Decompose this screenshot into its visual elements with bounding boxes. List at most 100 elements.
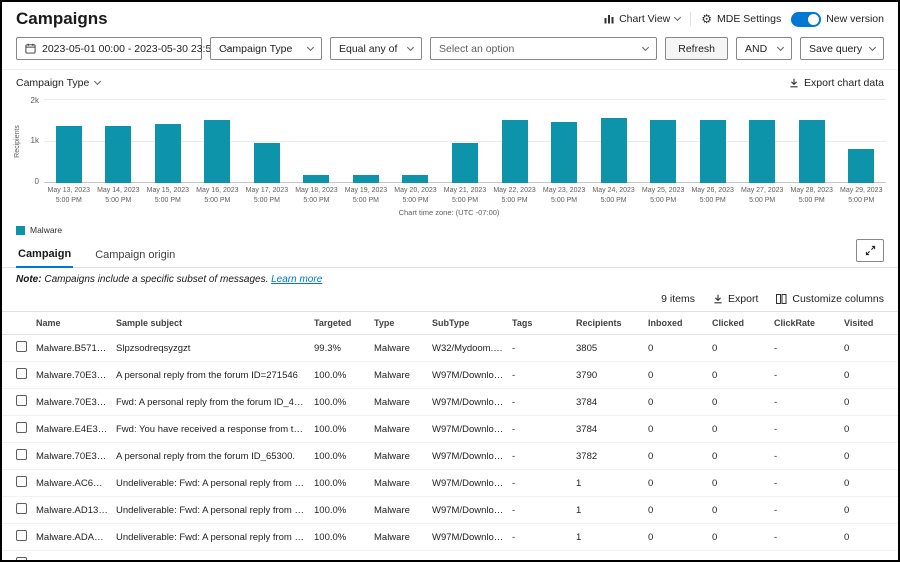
row-checkbox[interactable] [16,530,27,542]
table-row[interactable]: Malware.70E375AF Fwd: A personal reply fr… [2,388,898,417]
cell-targeted: 100.0% [310,415,370,444]
expand-table-button[interactable] [856,239,884,263]
customize-columns-button[interactable]: Customize columns [776,293,884,305]
chart-timezone-note: Chart time zone: (UTC -07:00) [398,208,500,218]
download-icon [789,78,799,88]
cell-name[interactable]: Malware.70E375EF [32,361,112,390]
column-header-recipients[interactable]: Recipients [572,311,644,336]
cell-recipients: 3790 [572,361,644,390]
x-axis-label: May 28, 2023 5:00 PM [790,187,833,205]
bar-May 18, 2023[interactable] [292,99,342,183]
column-header-clicked[interactable]: Clicked [708,311,770,336]
row-checkbox[interactable] [16,368,27,380]
bar-May 26, 2023[interactable] [688,99,738,183]
cell-name[interactable]: Malware.70E375AF [32,388,112,417]
cell-subject: Slpzsodreqsyzgzt [112,334,310,363]
cell-clicked: 0 [708,550,770,560]
bar-May 20, 2023[interactable] [391,99,441,183]
table-row[interactable]: Malware.70E375EF A personal reply from th… [2,361,898,390]
row-checkbox[interactable] [16,557,27,560]
row-checkbox[interactable] [16,422,27,434]
cell-inboxed: 0 [644,550,708,560]
cell-clicked: 0 [708,442,770,471]
table-row[interactable]: Malware.AC6FF917Undeliverable: Fwd: A pe… [2,469,898,498]
row-checkbox[interactable] [16,341,27,353]
row-checkbox[interactable] [16,449,27,461]
cell-name[interactable]: Malware.ADAED514 [32,523,112,552]
bar-May 14, 2023[interactable] [94,99,144,183]
table-row[interactable]: Malware.ADAED514Undeliverable: Fwd: A pe… [2,523,898,552]
filter-value-select[interactable]: Select an option [430,37,658,60]
column-header-visited[interactable]: Visited [840,311,898,336]
cell-visited: 0 [840,496,898,525]
cell-inboxed: 0 [644,469,708,498]
cell-subtype: W97M/Downloader... [428,469,508,498]
bar-May 24, 2023[interactable] [589,99,639,183]
row-checkbox[interactable] [16,503,27,515]
tab-campaign[interactable]: Campaign [16,242,74,269]
and-dropdown[interactable]: AND [736,37,792,60]
bar-May 28, 2023[interactable] [787,99,837,183]
checkbox-cell [2,469,32,498]
date-range-picker[interactable]: 2023-05-01 00:00 - 2023-05-30 23:59 [16,37,232,60]
x-axis-label: May 17, 2023 5:00 PM [245,187,289,205]
table-row[interactable]: Malware.70E375EF A personal reply from th… [2,442,898,471]
cell-tags: - [508,334,572,363]
table-row[interactable]: Malware.E4E375EFFwd: You have received a… [2,415,898,444]
bar-May 27, 2023[interactable] [737,99,787,183]
filter-operator-dropdown[interactable]: Equal any of [330,37,422,60]
gridline [44,99,886,100]
chart-view-dropdown[interactable]: Chart View [604,13,682,25]
cell-type: Malware [370,523,428,552]
cell-name[interactable]: Malware.B571D3D7 [32,334,112,363]
cell-type: Malware [370,334,428,363]
column-header-name[interactable]: Name [32,311,112,336]
cell-clicked: 0 [708,415,770,444]
bar-May 16, 2023[interactable] [193,99,243,183]
export-button[interactable]: Export [713,293,758,305]
cell-name[interactable]: Malware.AC6FF917 [32,469,112,498]
cell-name[interactable]: Malware.ECEEFD03 [32,550,112,560]
bar-May 23, 2023[interactable] [539,99,589,183]
cell-name[interactable]: Malware.AD13F809 [32,496,112,525]
table-row[interactable]: Malware.AD13F809 Undeliverable: Fwd: A pe… [2,496,898,525]
column-header-subtype[interactable]: SubType [428,311,508,336]
export-chart-data-button[interactable]: Export chart data [789,77,884,89]
table-row[interactable]: Malware.ECEEFD03Undeliverable: Fwd: A pe… [2,550,898,560]
cell-name[interactable]: Malware.E4E375EF [32,415,112,444]
mde-settings-button[interactable]: ⚙ MDE Settings [701,13,781,25]
cell-clickrate: - [770,523,840,552]
bar-May 22, 2023[interactable] [490,99,540,183]
bar-May 21, 2023[interactable] [440,99,490,183]
download-icon [713,294,723,304]
bar-May 29, 2023[interactable] [837,99,887,183]
filter-field-dropdown[interactable]: Campaign Type [210,37,322,60]
bar-May 17, 2023[interactable] [242,99,292,183]
filter-operator-value: Equal any of [339,42,398,55]
bar-May 15, 2023[interactable] [143,99,193,183]
column-header-sample-subject[interactable]: Sample subject [112,311,310,336]
table-row[interactable]: Malware.B571D3D7Slpzsodreqsyzgzt99.3%Mal… [2,334,898,363]
chart-pivot-dropdown[interactable]: Campaign Type [16,77,102,89]
cell-name[interactable]: Malware.70E375EF [32,442,112,471]
column-header-clickrate[interactable]: ClickRate [770,311,840,336]
row-checkbox[interactable] [16,395,27,407]
chevron-down-icon [642,43,650,51]
tab-campaign-origin[interactable]: Campaign origin [95,249,176,262]
save-query-dropdown[interactable]: Save query [800,37,884,60]
cell-targeted: 100.0% [310,361,370,390]
chevron-down-icon [94,77,102,86]
refresh-button[interactable]: Refresh [665,37,728,60]
column-header-tags[interactable]: Tags [508,311,572,336]
column-header-type[interactable]: Type [370,311,428,336]
column-header-inboxed[interactable]: Inboxed [644,311,708,336]
gear-icon: ⚙ [701,12,713,26]
row-checkbox[interactable] [16,476,27,488]
x-axis-label: May 21, 2023 5:00 PM [443,187,487,205]
new-version-toggle[interactable] [791,11,822,27]
learn-more-link[interactable]: Learn more [271,274,323,286]
column-header-targeted[interactable]: Targeted [310,311,370,336]
bar-May 25, 2023[interactable] [638,99,688,183]
bar-May 13, 2023[interactable] [44,99,94,183]
bar-May 19, 2023[interactable] [341,99,391,183]
